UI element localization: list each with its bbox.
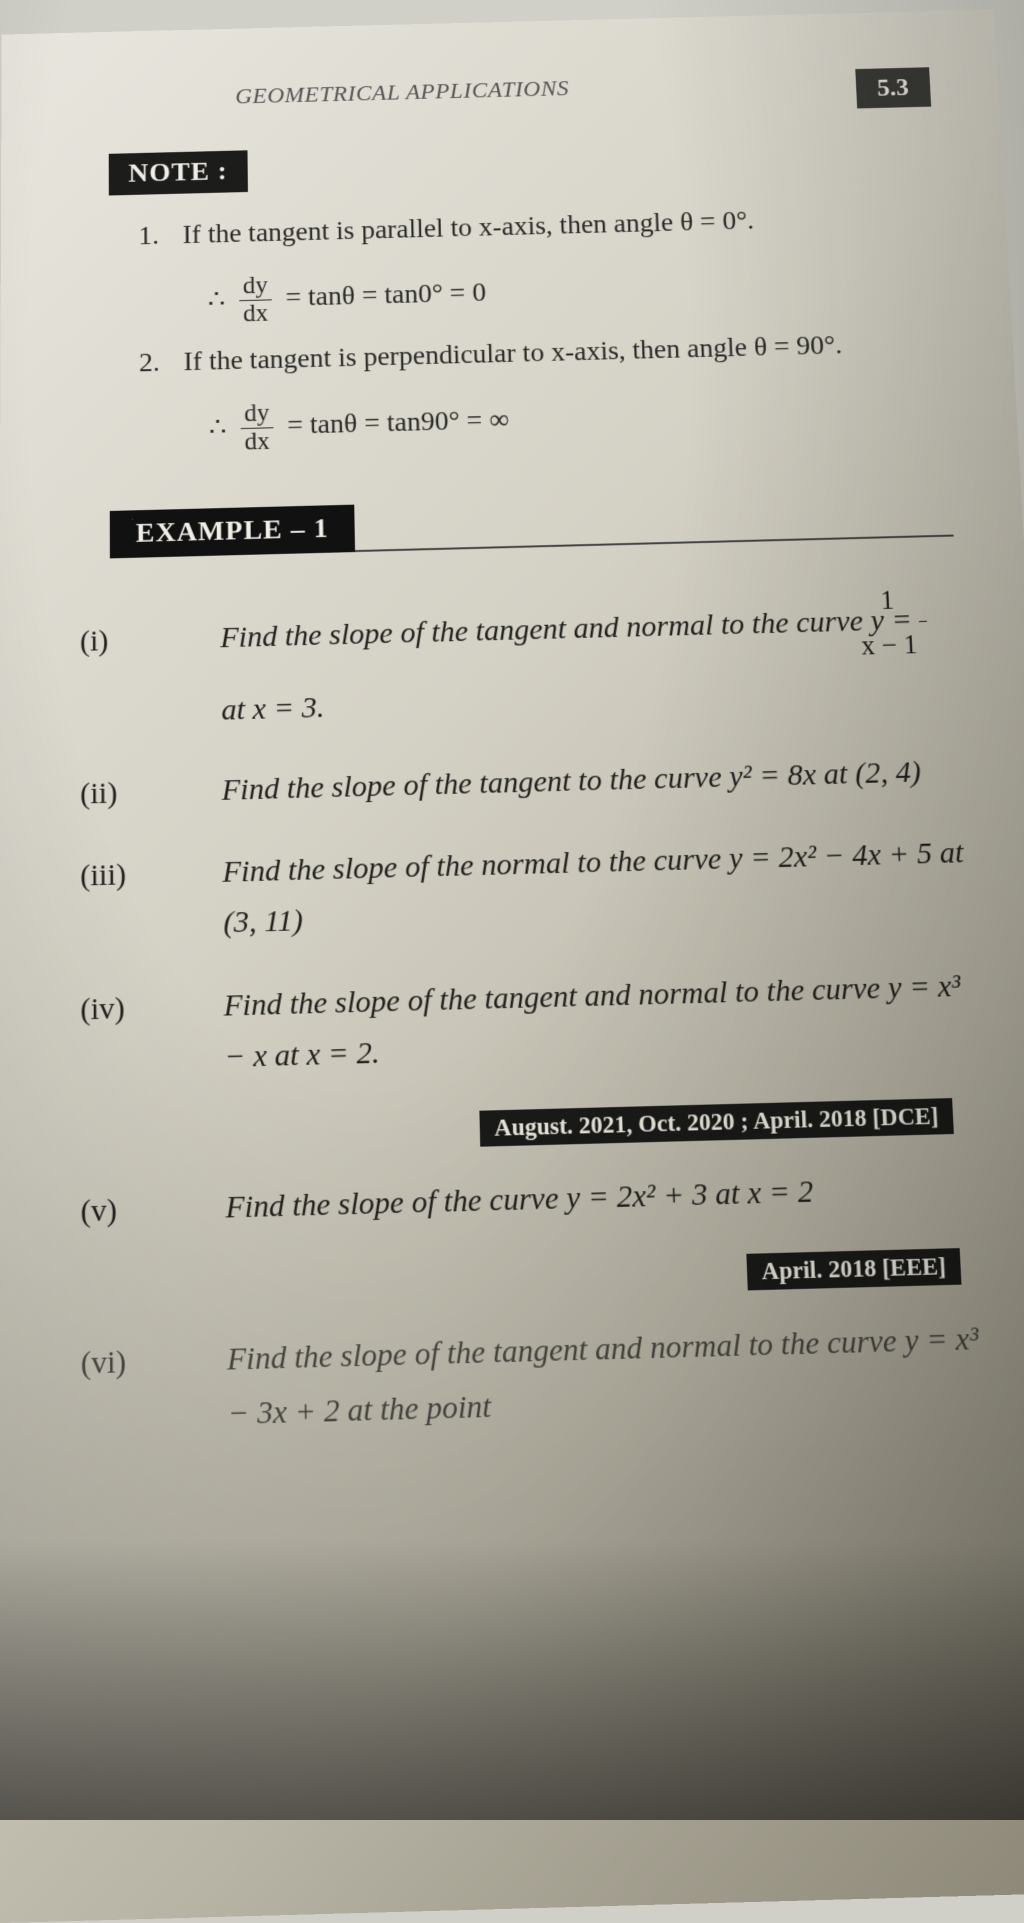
question-roman: (iii) bbox=[151, 847, 215, 900]
fraction-numerator: 1 bbox=[917, 577, 927, 623]
question-roman: (i) bbox=[150, 613, 213, 664]
question-text: Find the slope of the curve y = 2x² + 3 … bbox=[225, 1174, 814, 1225]
question-item: (v) Find the slope of the curve y = 2x² … bbox=[112, 1160, 989, 1236]
note-formula: ∴ dydx = tanθ = tan90° = ∞ bbox=[209, 382, 949, 457]
example-badge: EXAMPLE – 1 bbox=[110, 504, 355, 558]
note-item: 2. If the tangent is perpendicular to x-… bbox=[139, 322, 945, 386]
fraction-numerator: dy bbox=[240, 400, 273, 429]
note-badge: NOTE : bbox=[109, 150, 248, 195]
fraction-denominator: dx bbox=[239, 300, 272, 328]
question-roman: (v) bbox=[153, 1181, 218, 1236]
note-item-text: If the tangent is perpendicular to x-axi… bbox=[183, 330, 842, 377]
question-roman: (iv) bbox=[152, 980, 216, 1033]
fraction-denominator: x − 1 bbox=[919, 622, 929, 667]
fraction-denominator: dx bbox=[240, 428, 273, 456]
question-item: (iv) Find the slope of the tangent and n… bbox=[111, 960, 981, 1087]
question-text: Find the slope of the tangent and normal… bbox=[227, 1321, 980, 1431]
note-item-text: If the tangent is parallel to x-axis, th… bbox=[183, 206, 755, 250]
question-item: (i) Find the slope of the tangent and no… bbox=[110, 576, 963, 738]
note-item: 1. If the tangent is parallel to x-axis,… bbox=[138, 195, 938, 258]
question-item: (ii) Find the slope of the tangent to th… bbox=[111, 746, 968, 819]
page-number: 5.3 bbox=[855, 67, 931, 108]
note-formula: ∴ dydx = tanθ = tan0° = 0 bbox=[208, 255, 942, 328]
question-text: Find the slope of the tangent to the cur… bbox=[222, 755, 922, 807]
question-text: Find the slope of the tangent and normal… bbox=[224, 969, 962, 1075]
question-item: (vi) Find the slope of the tangent and n… bbox=[112, 1312, 1000, 1444]
exam-tag: August. 2021, Oct. 2020 ; April. 2018 [D… bbox=[479, 1098, 953, 1147]
chapter-title: GEOMETRICAL APPLICATIONS bbox=[109, 76, 570, 113]
note-item-number: 1. bbox=[138, 215, 176, 259]
question-roman: (ii) bbox=[151, 766, 214, 818]
note-item-number: 2. bbox=[139, 341, 177, 385]
question-text: Find the slope of the normal to the curv… bbox=[222, 835, 964, 940]
question-roman: (vi) bbox=[154, 1333, 219, 1389]
question-item: (iii) Find the slope of the normal to th… bbox=[111, 827, 974, 952]
exam-tag: April. 2018 [EEE] bbox=[746, 1248, 961, 1290]
fraction-numerator: dy bbox=[239, 272, 272, 301]
